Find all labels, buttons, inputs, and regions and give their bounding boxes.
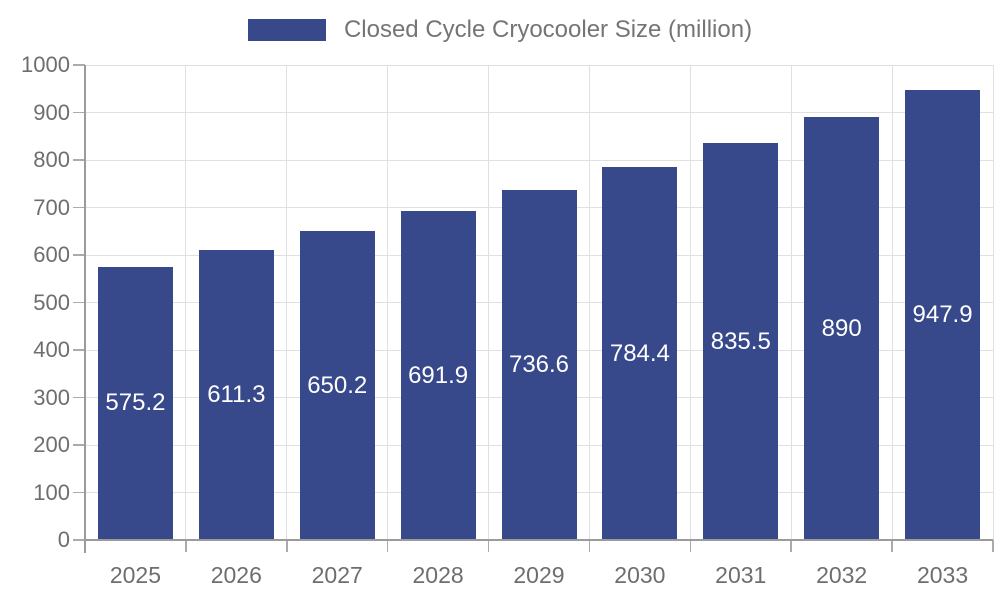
x-axis-tick <box>689 540 692 552</box>
legend[interactable]: Closed Cycle Cryocooler Size (million) <box>0 17 1000 43</box>
x-axis-tick <box>588 540 591 552</box>
bar-2031[interactable] <box>703 143 779 540</box>
bar-value-label: 784.4 <box>609 339 670 367</box>
v-gridline <box>992 65 994 540</box>
x-tick-label: 2033 <box>916 562 969 588</box>
x-tick-label: 2029 <box>513 562 565 588</box>
y-tick-label: 100 <box>33 479 70 505</box>
y-axis-tick <box>73 396 85 399</box>
y-axis-tick <box>73 64 85 66</box>
y-axis-tick <box>73 254 85 256</box>
bar-value-label: 736.6 <box>508 351 570 379</box>
y-axis-tick <box>73 349 85 351</box>
x-tick-label: 2030 <box>614 562 666 588</box>
legend-label: Closed Cycle Cryocooler Size (million) <box>343 16 753 43</box>
bar-value-label: 650.2 <box>307 371 368 399</box>
y-axis-tick <box>73 491 85 494</box>
y-tick-label: 500 <box>33 289 70 315</box>
bar-value-label: 691.9 <box>408 361 469 389</box>
y-axis-line <box>84 65 86 553</box>
h-gridline <box>85 64 993 66</box>
v-gridline <box>588 65 590 540</box>
bar-2025[interactable] <box>97 266 173 540</box>
x-axis-tick <box>185 540 187 552</box>
bar-value-label: 611.3 <box>207 380 266 408</box>
y-axis-tick <box>73 206 85 209</box>
x-axis-tick <box>891 540 893 552</box>
x-axis-line <box>84 539 993 541</box>
y-axis-tick <box>73 301 85 304</box>
h-gridline <box>85 112 993 113</box>
bar-2028[interactable] <box>400 211 476 540</box>
y-tick-label: 800 <box>33 147 70 172</box>
y-tick-label: 600 <box>33 242 70 267</box>
y-tick-label: 700 <box>33 194 70 220</box>
bar-value-label: 947.9 <box>912 300 973 328</box>
legend-swatch <box>247 19 326 41</box>
v-gridline <box>689 65 691 540</box>
bar-2032[interactable] <box>804 117 880 540</box>
x-tick-label: 2027 <box>311 562 363 588</box>
x-axis-tick <box>992 540 994 552</box>
x-tick-label: 2032 <box>816 562 868 588</box>
x-axis-tick <box>790 540 792 552</box>
bar-2027[interactable] <box>299 231 375 540</box>
x-tick-label: 2028 <box>412 562 464 588</box>
y-axis-tick <box>73 539 85 541</box>
x-axis-tick <box>286 540 288 552</box>
bar-2026[interactable] <box>198 249 274 540</box>
x-tick-label: 2026 <box>210 562 262 588</box>
v-gridline <box>387 65 389 540</box>
x-tick-label: 2031 <box>715 562 767 588</box>
bar-value-label: 835.5 <box>710 327 771 355</box>
y-tick-label: 0 <box>57 527 70 552</box>
v-gridline <box>488 65 490 540</box>
v-gridline <box>286 65 288 540</box>
x-tick-label: 2025 <box>109 562 162 588</box>
bar-value-label: 575.2 <box>105 389 166 417</box>
v-gridline <box>891 65 893 540</box>
y-tick-label: 400 <box>33 337 70 362</box>
bar-2030[interactable] <box>602 167 678 540</box>
h-gridline <box>85 159 993 161</box>
bar-2029[interactable] <box>501 190 577 540</box>
bar-2033[interactable] <box>905 89 981 540</box>
v-gridline <box>790 65 792 540</box>
x-axis-tick <box>386 540 389 552</box>
y-tick-label: 900 <box>33 99 70 125</box>
x-axis-tick <box>487 540 490 552</box>
y-axis-tick <box>73 159 85 161</box>
bar-value-label: 890 <box>821 314 862 342</box>
y-axis-tick <box>73 111 85 114</box>
y-tick-label: 1000 <box>21 52 70 77</box>
y-tick-label: 200 <box>33 432 70 457</box>
v-gridline <box>185 65 187 540</box>
y-tick-label: 300 <box>33 384 70 410</box>
y-axis-tick <box>73 444 85 446</box>
